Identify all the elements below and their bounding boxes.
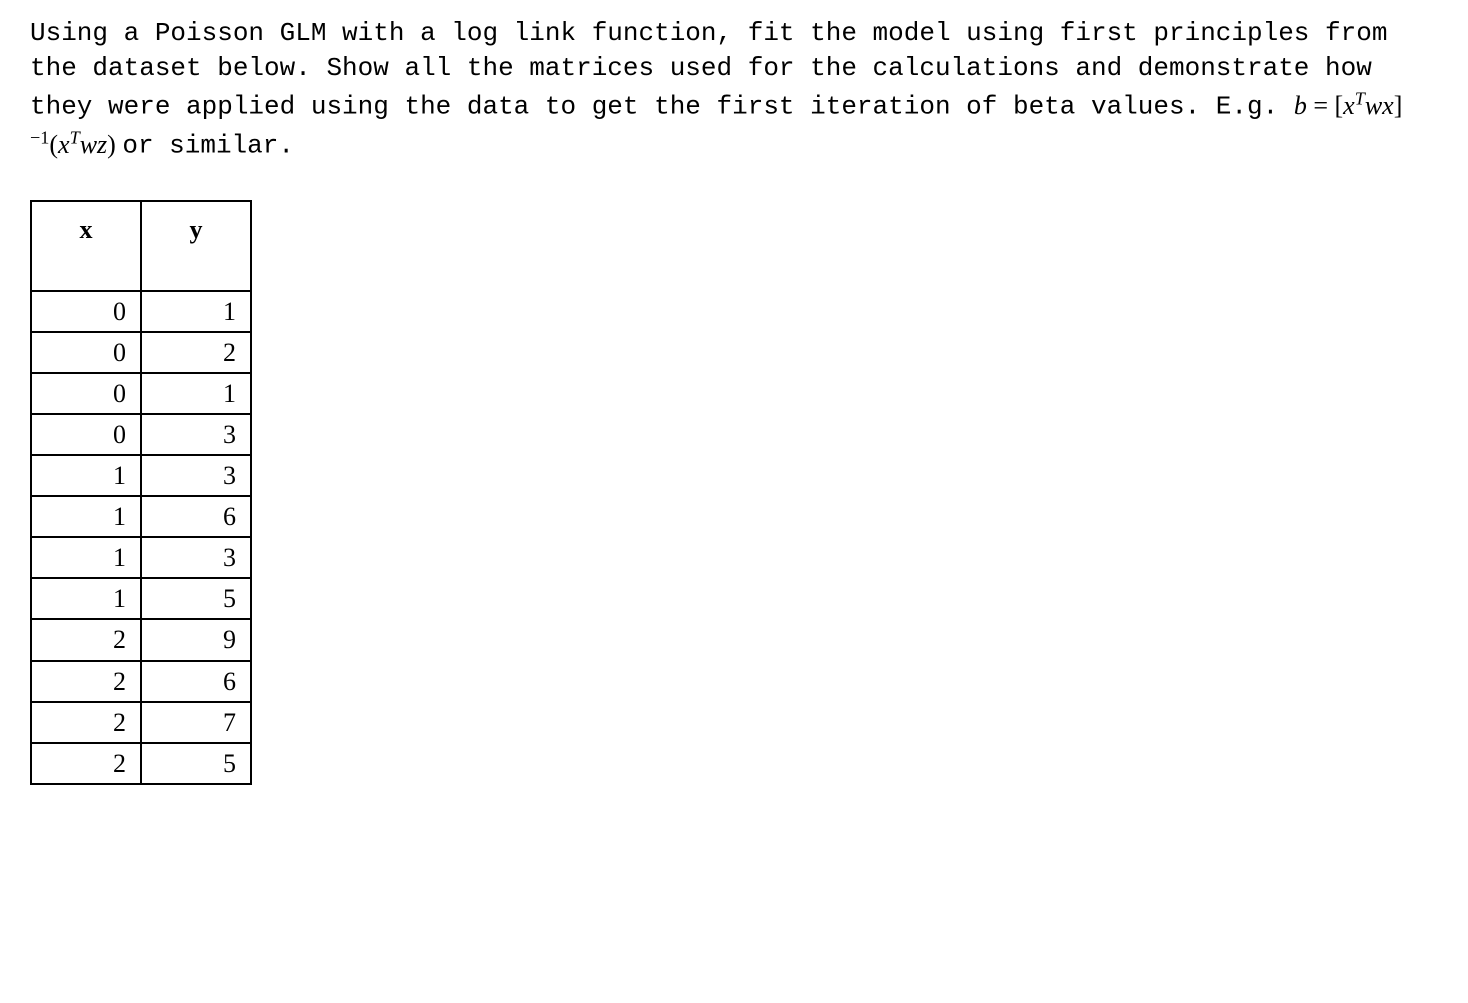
cell-x: 0 <box>31 373 141 414</box>
cell-y: 5 <box>141 743 251 784</box>
problem-text-before: Using a Poisson GLM with a log link func… <box>30 18 1387 122</box>
formula-x2: x <box>58 130 70 159</box>
cell-x: 2 <box>31 619 141 660</box>
cell-y: 1 <box>141 373 251 414</box>
table-row: 16 <box>31 496 251 537</box>
cell-y: 2 <box>141 332 251 373</box>
formula-eq: = [ <box>1307 91 1343 120</box>
cell-x: 1 <box>31 578 141 619</box>
cell-x: 0 <box>31 291 141 332</box>
cell-x: 1 <box>31 496 141 537</box>
cell-x: 0 <box>31 332 141 373</box>
formula-x1: x <box>1343 91 1355 120</box>
data-table: x y 01 02 01 03 13 16 13 15 29 26 27 25 <box>30 200 252 785</box>
cell-y: 3 <box>141 537 251 578</box>
formula-b: b <box>1294 91 1307 120</box>
cell-x: 1 <box>31 537 141 578</box>
cell-y: 1 <box>141 291 251 332</box>
table-row: 02 <box>31 332 251 373</box>
cell-y: 6 <box>141 661 251 702</box>
table-body: 01 02 01 03 13 16 13 15 29 26 27 25 <box>31 291 251 784</box>
formula-T2: T <box>70 127 80 147</box>
cell-x: 2 <box>31 702 141 743</box>
cell-y: 6 <box>141 496 251 537</box>
formula-open2: ( <box>49 130 58 159</box>
formula-wz: wz <box>80 130 107 159</box>
cell-x: 2 <box>31 743 141 784</box>
table-row: 25 <box>31 743 251 784</box>
table-row: 27 <box>31 702 251 743</box>
cell-y: 9 <box>141 619 251 660</box>
cell-x: 1 <box>31 455 141 496</box>
table-row: 01 <box>31 373 251 414</box>
problem-text-after: or similar. <box>122 131 294 161</box>
table-row: 26 <box>31 661 251 702</box>
cell-y: 3 <box>141 455 251 496</box>
formula-wx: wx <box>1365 91 1394 120</box>
table-row: 13 <box>31 455 251 496</box>
col-header-y: y <box>141 201 251 291</box>
table-header-row: x y <box>31 201 251 291</box>
formula-close1: ] <box>1394 91 1403 120</box>
formula-close2: ) <box>107 130 116 159</box>
cell-y: 3 <box>141 414 251 455</box>
cell-y: 7 <box>141 702 251 743</box>
problem-statement: Using a Poisson GLM with a log link func… <box>30 16 1438 164</box>
table-row: 01 <box>31 291 251 332</box>
table-row: 29 <box>31 619 251 660</box>
cell-y: 5 <box>141 578 251 619</box>
table-row: 13 <box>31 537 251 578</box>
cell-x: 2 <box>31 661 141 702</box>
formula-T1: T <box>1355 88 1365 108</box>
cell-x: 0 <box>31 414 141 455</box>
formula-neg1: −1 <box>30 127 49 147</box>
table-row: 15 <box>31 578 251 619</box>
col-header-x: x <box>31 201 141 291</box>
table-row: 03 <box>31 414 251 455</box>
